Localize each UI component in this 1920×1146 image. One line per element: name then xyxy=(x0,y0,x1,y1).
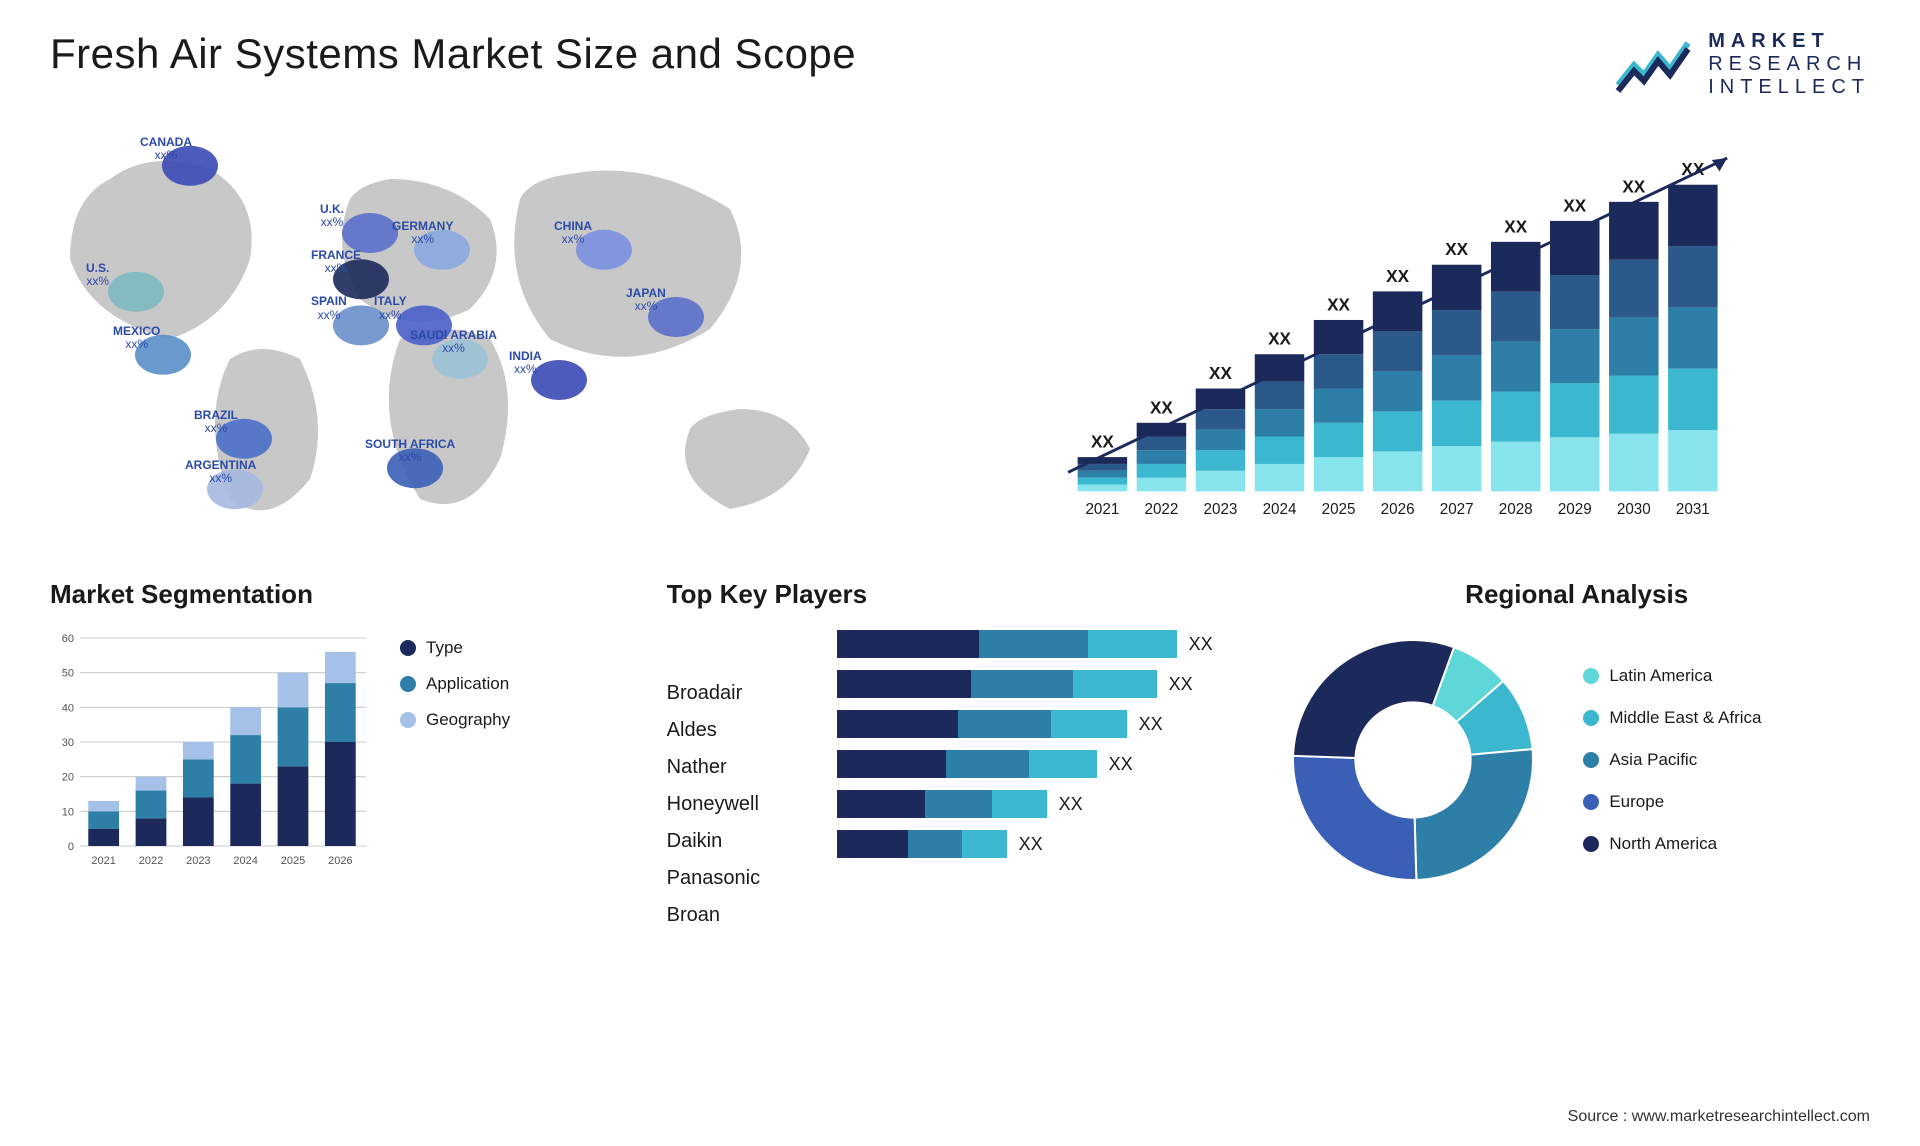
svg-text:2028: 2028 xyxy=(1499,501,1533,518)
svg-text:2025: 2025 xyxy=(1322,501,1356,518)
svg-text:XX: XX xyxy=(1563,195,1586,215)
kp-bar-row: XX xyxy=(837,830,1254,858)
country-label: SOUTH AFRICAxx% xyxy=(365,438,455,464)
kp-bar-row: XX xyxy=(837,710,1254,738)
country-label: U.S.xx% xyxy=(86,262,109,288)
svg-text:0: 0 xyxy=(68,841,74,853)
country-label: CANADAxx% xyxy=(140,136,192,162)
country-label: U.K.xx% xyxy=(320,203,344,229)
regional-donut xyxy=(1283,630,1543,890)
svg-text:XX: XX xyxy=(1268,329,1291,349)
logo-line1: MARKET xyxy=(1708,30,1870,53)
legend-item: North America xyxy=(1583,834,1761,854)
svg-text:XX: XX xyxy=(1386,266,1409,286)
svg-text:XX: XX xyxy=(1091,432,1114,452)
key-player-name: Panasonic xyxy=(667,867,807,890)
country-label: CHINAxx% xyxy=(554,220,592,246)
country-label: SAUDI ARABIAxx% xyxy=(410,329,497,355)
brand-logo: MARKET RESEARCH INTELLECT xyxy=(1614,30,1870,99)
svg-text:2022: 2022 xyxy=(139,855,163,867)
legend-item: Europe xyxy=(1583,792,1761,812)
svg-text:2022: 2022 xyxy=(1144,501,1178,518)
kp-bar-row: XX xyxy=(837,790,1254,818)
key-player-name: Aldes xyxy=(667,719,807,742)
country-label: JAPANxx% xyxy=(626,287,666,313)
svg-text:2029: 2029 xyxy=(1558,501,1592,518)
svg-text:2026: 2026 xyxy=(328,855,352,867)
svg-text:2024: 2024 xyxy=(233,855,257,867)
key-player-name: Nather xyxy=(667,756,807,779)
segmentation-chart: 0 10 20 30 40 50 60 2021 2022 2023 2024 2025 2026 xyxy=(50,630,370,870)
svg-text:2023: 2023 xyxy=(186,855,210,867)
segmentation-title: Market Segmentation xyxy=(50,579,637,610)
country-label: BRAZILxx% xyxy=(194,409,238,435)
svg-text:2024: 2024 xyxy=(1263,501,1297,518)
kp-bar-row: XX xyxy=(837,670,1254,698)
svg-text:10: 10 xyxy=(62,806,74,818)
svg-text:XX: XX xyxy=(1445,239,1468,259)
key-player-name: Daikin xyxy=(667,830,807,853)
svg-text:2030: 2030 xyxy=(1617,501,1651,518)
svg-text:XX: XX xyxy=(1622,176,1645,196)
svg-text:2025: 2025 xyxy=(281,855,305,867)
growth-chart: XX 2021 XX 2022 XX 2023 XX 2024 XX 2025 XX 2026 XX 20… xyxy=(990,119,1870,539)
svg-text:2021: 2021 xyxy=(1085,501,1119,518)
key-players-list: Broadair Aldes Nather Honeywell Daikin Panaso… xyxy=(667,630,807,927)
key-player-name: Broan xyxy=(667,904,807,927)
regional-legend: Latin America Middle East & Africa Asia Pa… xyxy=(1583,666,1761,854)
svg-text:XX: XX xyxy=(1327,294,1350,314)
country-label: ARGENTINAxx% xyxy=(185,459,256,485)
svg-text:XX: XX xyxy=(1209,363,1232,383)
legend-item: Latin America xyxy=(1583,666,1761,686)
svg-text:50: 50 xyxy=(62,668,74,680)
country-label: SPAINxx% xyxy=(311,295,347,321)
legend-item: Application xyxy=(400,674,510,694)
kp-bar-row: XX xyxy=(837,630,1254,658)
country-label: MEXICOxx% xyxy=(113,325,160,351)
logo-line3: INTELLECT xyxy=(1708,76,1870,99)
page-title: Fresh Air Systems Market Size and Scope xyxy=(50,30,856,78)
country-label: FRANCExx% xyxy=(311,249,361,275)
regional-title: Regional Analysis xyxy=(1283,579,1870,610)
svg-text:2023: 2023 xyxy=(1204,501,1238,518)
country-label: GERMANYxx% xyxy=(392,220,453,246)
legend-item: Geography xyxy=(400,710,510,730)
svg-text:2031: 2031 xyxy=(1676,501,1710,518)
svg-text:40: 40 xyxy=(62,702,74,714)
svg-text:30: 30 xyxy=(62,737,74,749)
key-player-name: Honeywell xyxy=(667,793,807,816)
legend-item: Asia Pacific xyxy=(1583,750,1761,770)
regional-panel: Regional Analysis Latin America Middle Ea… xyxy=(1283,579,1870,927)
segmentation-legend: Type Application Geography xyxy=(400,630,510,870)
svg-text:2026: 2026 xyxy=(1381,501,1415,518)
svg-text:2027: 2027 xyxy=(1440,501,1474,518)
country-label: ITALYxx% xyxy=(374,295,407,321)
svg-text:XX: XX xyxy=(1150,397,1173,417)
key-players-title: Top Key Players xyxy=(667,579,1254,610)
country-label: INDIAxx% xyxy=(509,350,542,376)
key-players-chart: XX XX XX XX XX XX xyxy=(837,630,1254,927)
source-text: Source : www.marketresearchintellect.com xyxy=(1568,1108,1870,1126)
svg-text:60: 60 xyxy=(62,633,74,645)
legend-item: Middle East & Africa xyxy=(1583,708,1761,728)
segmentation-panel: Market Segmentation 0 10 20 30 40 50 60 2021 202… xyxy=(50,579,637,927)
svg-text:2021: 2021 xyxy=(91,855,115,867)
kp-bar-row: XX xyxy=(837,750,1254,778)
logo-line2: RESEARCH xyxy=(1708,53,1870,76)
logo-icon xyxy=(1614,35,1694,95)
key-player-name: Broadair xyxy=(667,682,807,705)
world-map: CANADAxx% U.S.xx% MEXICOxx% BRAZILxx% ARGENT… xyxy=(50,119,950,539)
svg-text:XX: XX xyxy=(1504,216,1527,236)
legend-item: Type xyxy=(400,638,510,658)
key-players-panel: Top Key Players Broadair Aldes Nather Honey… xyxy=(667,579,1254,927)
svg-text:20: 20 xyxy=(62,772,74,784)
